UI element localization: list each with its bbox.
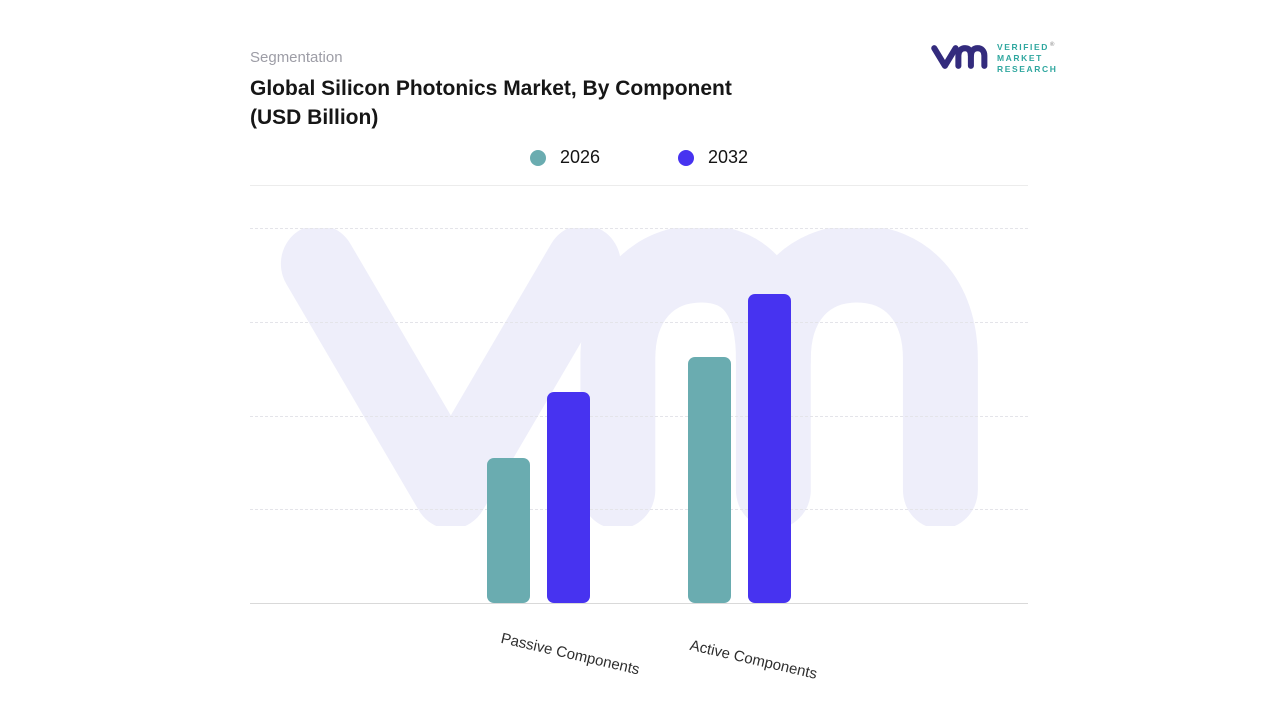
brand-line-3: RESEARCH <box>997 63 1058 74</box>
gridline <box>250 416 1028 417</box>
legend-dot-2032 <box>678 149 694 166</box>
plot-area <box>250 228 1028 604</box>
vmr-watermark-icon <box>280 228 978 526</box>
chart-title: Global Silicon Photonics Market, By Comp… <box>250 74 732 132</box>
registered-mark: ® <box>1050 42 1057 48</box>
gridline <box>250 322 1028 323</box>
legend-item-2032[interactable]: 2032 <box>678 147 748 168</box>
brand-wordmark: VERIFIED® MARKET RESEARCH <box>997 40 1058 75</box>
bar-active-components-2026[interactable] <box>688 357 731 603</box>
legend-item-2026[interactable]: 2026 <box>529 147 600 168</box>
brand-logo: VERIFIED® MARKET RESEARCH <box>931 40 1058 75</box>
bar-active-components-2032[interactable] <box>748 294 791 603</box>
gridline <box>250 509 1028 510</box>
gridline <box>250 228 1028 229</box>
eyebrow-label: Segmentation <box>250 49 343 66</box>
legend-dot-2026 <box>529 149 546 166</box>
brand-line-2: MARKET <box>997 52 1043 63</box>
brand-word-verified: VERIFIED <box>997 41 1050 52</box>
legend-label-2032: 2032 <box>708 147 749 167</box>
category-label-passive-components: Passive Components <box>499 630 642 679</box>
bar-group-active-components <box>688 294 791 603</box>
bar-group-passive-components <box>487 392 590 603</box>
chart-title-line1: Global Silicon Photonics Market, By Comp… <box>250 77 732 100</box>
chart-title-line2: (USD Billion) <box>250 106 379 129</box>
legend: 2026 2032 <box>250 147 1028 168</box>
brand-line-1: VERIFIED® <box>997 40 1058 53</box>
vmr-logo-icon <box>931 45 988 70</box>
category-label-active-components: Active Components <box>688 637 819 683</box>
bar-passive-components-2032[interactable] <box>547 392 590 603</box>
bar-passive-components-2026[interactable] <box>487 458 530 603</box>
legend-divider <box>250 185 1028 186</box>
legend-label-2026: 2026 <box>559 147 600 167</box>
